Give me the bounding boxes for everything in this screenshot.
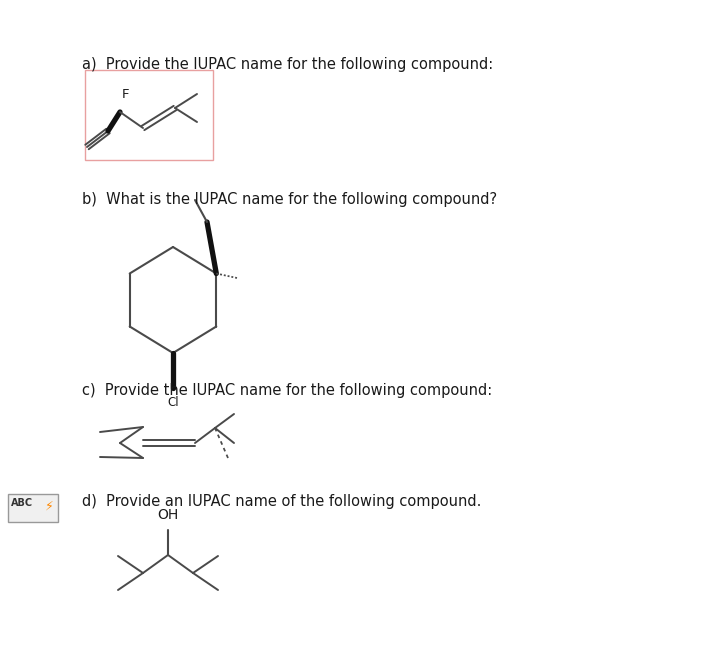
- Text: ABC: ABC: [11, 498, 33, 508]
- Text: b)  What is the IUPAC name for the following compound?: b) What is the IUPAC name for the follow…: [82, 192, 497, 207]
- Text: c)  Provide the IUPAC name for the following compound:: c) Provide the IUPAC name for the follow…: [82, 383, 493, 398]
- Text: d)  Provide an IUPAC name of the following compound.: d) Provide an IUPAC name of the followin…: [82, 494, 481, 509]
- Text: a)  Provide the IUPAC name for the following compound:: a) Provide the IUPAC name for the follow…: [82, 57, 493, 72]
- Bar: [85, 70, 213, 160]
- Text: F: F: [122, 88, 130, 101]
- Text: OH: OH: [158, 508, 178, 522]
- Text: Cl: Cl: [168, 396, 179, 409]
- Text: ⚡: ⚡: [45, 500, 54, 513]
- Bar: [8, 494, 58, 522]
